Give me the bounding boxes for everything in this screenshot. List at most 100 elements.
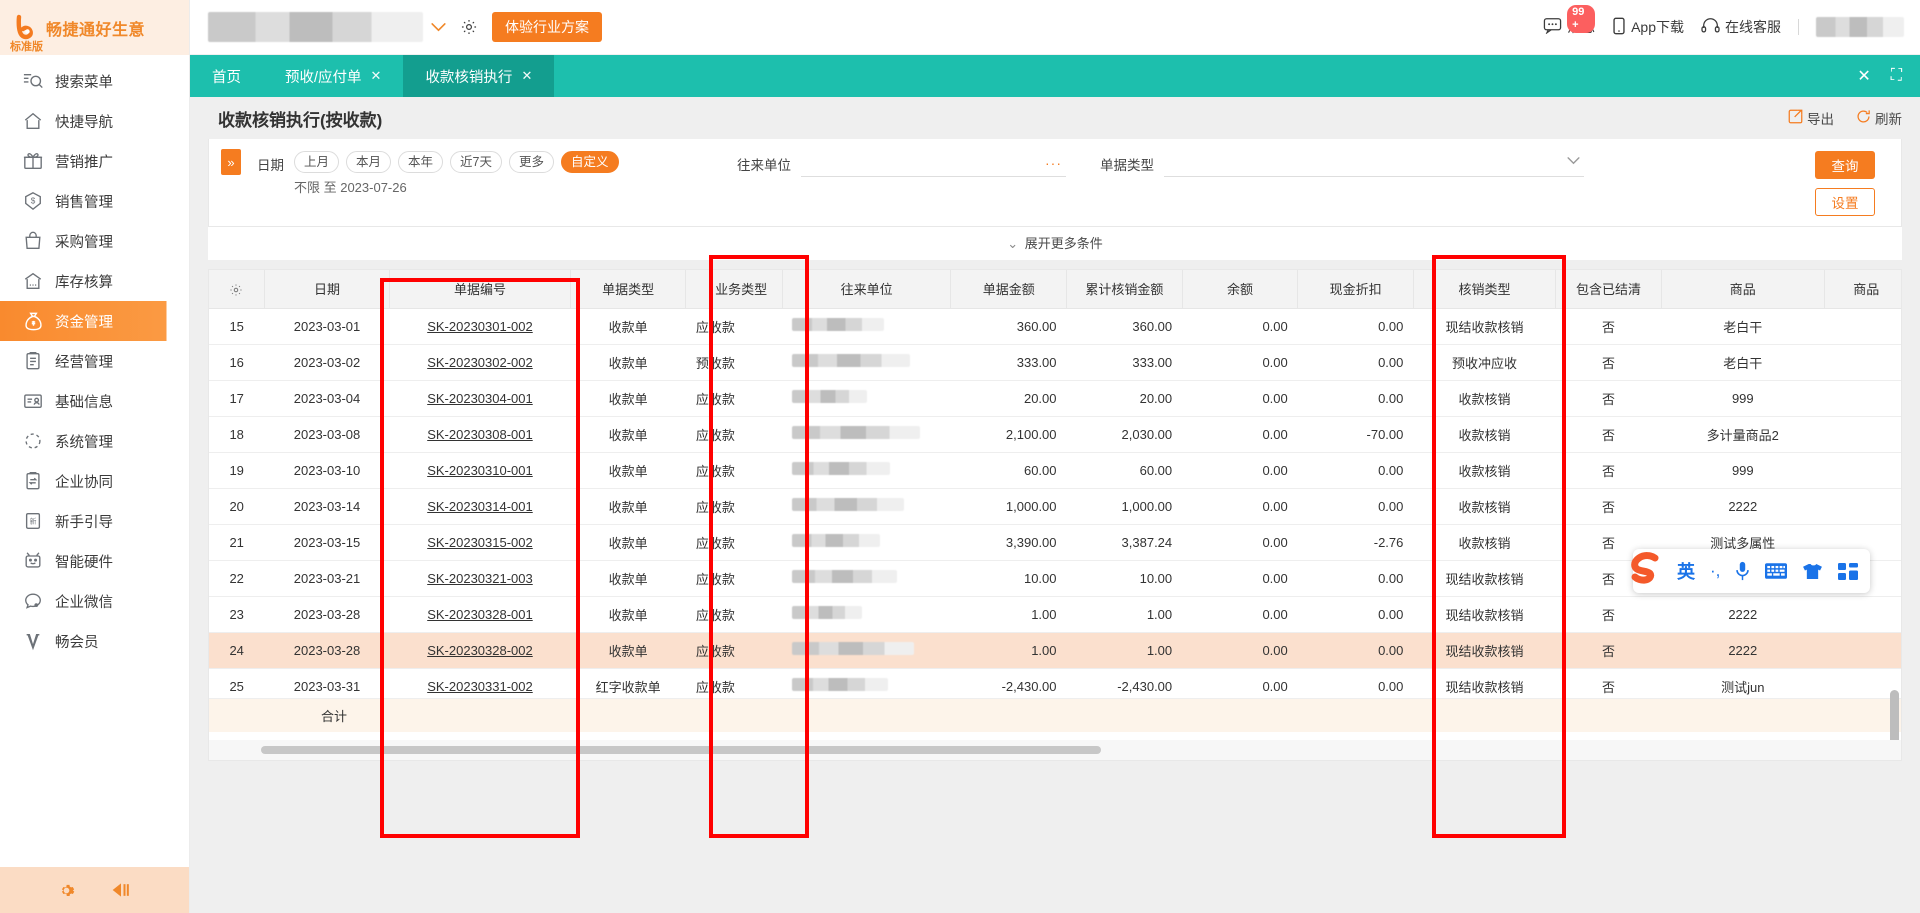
ellipsis-icon[interactable]: ··· — [1045, 155, 1062, 171]
ime-apps-icon[interactable] — [1838, 562, 1859, 580]
refresh-button[interactable]: 刷新 — [1856, 108, 1902, 128]
doc-no-link[interactable]: SK-20230328-001 — [427, 606, 533, 622]
table-header-cell[interactable]: 包含已结清 — [1555, 270, 1662, 309]
table-header-cell[interactable]: 日期 — [264, 270, 391, 309]
sidebar-item-0[interactable]: 搜索菜单 — [0, 61, 189, 101]
ime-keyboard-icon[interactable] — [1765, 563, 1788, 579]
doc-no-link[interactable]: SK-20230302-002 — [427, 354, 533, 370]
table-header-cell[interactable]: 累计核销金额 — [1066, 270, 1183, 309]
partner-input[interactable] — [801, 151, 1066, 177]
table-row[interactable]: 23 2023-03-28 SK-20230328-001 收款单 应收款 1.00 1.0… — [209, 596, 1901, 633]
column-settings-icon[interactable] — [209, 270, 265, 309]
close-icon[interactable]: ✕ — [370, 68, 382, 83]
company-selector[interactable] — [208, 12, 423, 42]
gear-icon[interactable] — [460, 18, 478, 36]
table-row[interactable]: 24 2023-03-28 SK-20230328-002 收款单 应收款 1.00 1.0… — [209, 632, 1901, 669]
cell-doc-no[interactable]: SK-20230328-002 — [389, 632, 571, 669]
sidebar-item-3[interactable]: $ 销售管理 — [0, 181, 189, 221]
date-chip-5[interactable]: 自定义 — [561, 151, 619, 173]
date-chip-0[interactable]: 上月 — [294, 151, 340, 173]
tab-1[interactable]: 预收/应付单 ✕ — [263, 55, 403, 97]
expand-more-conditions[interactable]: ⌄ 展开更多条件 — [208, 227, 1902, 260]
table-header-cell[interactable]: 往来单位 — [782, 270, 952, 309]
doc-no-link[interactable]: SK-20230315-002 — [427, 534, 533, 550]
sidebar-item-2[interactable]: 营销推广 — [0, 141, 189, 181]
tab-2[interactable]: 收款核销执行 ✕ — [403, 55, 555, 97]
table-row[interactable]: 17 2023-03-04 SK-20230304-001 收款单 应收款 20.00 20… — [209, 380, 1901, 417]
user-name[interactable] — [1816, 17, 1904, 37]
fullscreen-icon[interactable]: ⛶ — [1890, 67, 1902, 84]
table-row[interactable]: 15 2023-03-01 SK-20230301-002 收款单 应收款 360.00 3… — [209, 308, 1901, 345]
table-header-cell[interactable]: 单据编号 — [389, 270, 571, 309]
ime-voice-icon[interactable] — [1735, 561, 1750, 581]
industry-solution-button[interactable]: 体验行业方案 — [492, 12, 602, 42]
doctype-select[interactable] — [1164, 151, 1584, 177]
sidebar-item-6[interactable]: 资金管理 — [0, 301, 189, 341]
date-chip-2[interactable]: 本年 — [398, 151, 444, 173]
cell-doc-no[interactable]: SK-20230310-001 — [389, 452, 571, 489]
doc-no-link[interactable]: SK-20230328-002 — [427, 642, 533, 658]
chevron-down-icon[interactable] — [431, 20, 446, 35]
cell-doc-no[interactable]: SK-20230314-001 — [389, 488, 571, 525]
doc-no-link[interactable]: SK-20230304-001 — [427, 390, 533, 406]
doc-no-link[interactable]: SK-20230314-001 — [427, 498, 533, 514]
sidebar-item-12[interactable]: 智能硬件 — [0, 541, 189, 581]
table-row[interactable]: 21 2023-03-15 SK-20230315-002 收款单 应收款 3,390.0… — [209, 524, 1901, 561]
chevron-down-icon[interactable] — [1567, 154, 1580, 168]
doc-no-link[interactable]: SK-20230310-001 — [427, 462, 533, 478]
table-scroll-region[interactable]: 日期 单据编号 单据类型 业务类型 往来单位 单据金额 累计核销金额 余额 现金折扣 核销类型 包含… — [209, 270, 1901, 760]
vertical-scrollbar[interactable] — [1890, 690, 1899, 760]
export-button[interactable]: 导出 — [1788, 108, 1834, 128]
table-header-cell[interactable]: 余额 — [1182, 270, 1299, 309]
tab-0[interactable]: 首页 — [190, 55, 263, 97]
sidebar-item-1[interactable]: 快捷导航 — [0, 101, 189, 141]
horizontal-scrollbar-thumb[interactable] — [261, 746, 1101, 754]
table-header-cell[interactable]: 商品 — [1824, 270, 1901, 309]
table-header-cell[interactable]: 核销类型 — [1413, 270, 1557, 309]
ime-toolbar[interactable]: 英 ·, — [1631, 549, 1871, 593]
query-button[interactable]: 查询 — [1815, 151, 1875, 179]
sidebar-item-11[interactable]: 新 新手引导 — [0, 501, 189, 541]
table-header-cell[interactable]: 单据金额 — [950, 270, 1068, 309]
table-header-cell[interactable]: 现金折扣 — [1297, 270, 1414, 309]
sidebar-item-4[interactable]: 采购管理 — [0, 221, 189, 261]
sidebar-item-14[interactable]: 畅会员 — [0, 621, 189, 661]
close-all-icon[interactable]: ✕ — [1857, 68, 1871, 85]
cell-doc-no[interactable]: SK-20230328-001 — [389, 596, 571, 633]
ime-skin-icon[interactable] — [1802, 563, 1823, 580]
close-icon[interactable]: ✕ — [521, 68, 533, 83]
sidebar-item-8[interactable]: 基础信息 — [0, 381, 189, 421]
gear-icon[interactable] — [58, 882, 75, 899]
sidebar-item-5[interactable]: 库存核算 — [0, 261, 189, 301]
cell-doc-no[interactable]: SK-20230301-002 — [389, 308, 571, 345]
online-service-link[interactable]: 在线客服 — [1701, 17, 1781, 37]
message-link[interactable]: 消息 99 + — [1543, 5, 1596, 37]
cell-doc-no[interactable]: SK-20230321-003 — [389, 560, 571, 597]
horizontal-scrollbar[interactable] — [209, 740, 1901, 760]
date-chip-4[interactable]: 更多 — [509, 151, 555, 173]
cell-doc-no[interactable]: SK-20230304-001 — [389, 380, 571, 417]
date-chip-3[interactable]: 近7天 — [450, 151, 502, 173]
settings-button[interactable]: 设置 — [1815, 188, 1875, 216]
table-header-cell[interactable]: 商品 — [1661, 270, 1825, 309]
filter-expand-toggle[interactable]: » — [221, 149, 241, 175]
ime-lang-toggle[interactable]: 英 — [1677, 562, 1695, 582]
doc-no-link[interactable]: SK-20230308-001 — [427, 426, 533, 442]
doc-no-link[interactable]: SK-20230321-003 — [427, 570, 533, 586]
table-header-cell[interactable]: 业务类型 — [685, 270, 783, 309]
table-row[interactable]: 16 2023-03-02 SK-20230302-002 收款单 预收款 333.00 3… — [209, 344, 1901, 381]
doc-no-link[interactable]: SK-20230331-002 — [427, 678, 533, 694]
app-download-link[interactable]: App下载 — [1612, 17, 1684, 38]
cell-doc-no[interactable]: SK-20230315-002 — [389, 524, 571, 561]
sidebar-item-9[interactable]: 系统管理 — [0, 421, 189, 461]
sidebar-item-13[interactable]: 企业微信 — [0, 581, 189, 621]
doc-no-link[interactable]: SK-20230301-002 — [427, 318, 533, 334]
table-header-cell[interactable]: 单据类型 — [570, 270, 687, 309]
date-chip-1[interactable]: 本月 — [346, 151, 392, 173]
collapse-icon[interactable] — [111, 882, 131, 898]
table-row[interactable]: 18 2023-03-08 SK-20230308-001 收款单 应收款 2,100.0… — [209, 416, 1901, 453]
ime-punct-icon[interactable]: ·, — [1710, 561, 1721, 580]
table-row[interactable]: 20 2023-03-14 SK-20230314-001 收款单 应收款 1,000.0… — [209, 488, 1901, 525]
sidebar-item-7[interactable]: 经营管理 — [0, 341, 189, 381]
table-row[interactable]: 19 2023-03-10 SK-20230310-001 收款单 应收款 60.00 60… — [209, 452, 1901, 489]
